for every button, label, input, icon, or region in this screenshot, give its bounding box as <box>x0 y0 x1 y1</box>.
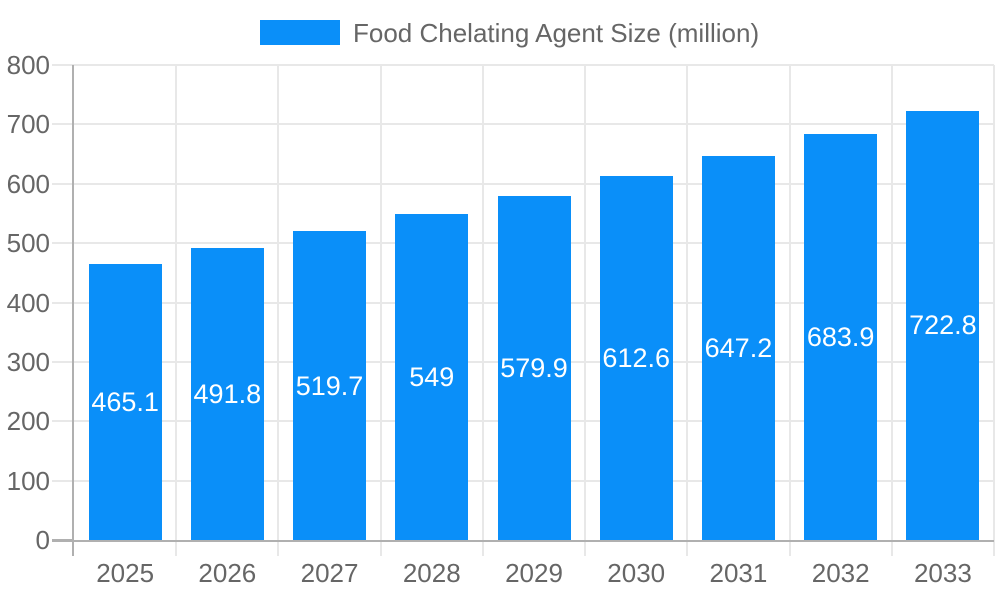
x-axis-line <box>52 540 994 542</box>
bar[interactable] <box>88 263 162 540</box>
x-axis-label: 2032 <box>811 558 870 588</box>
x-tick <box>993 540 995 556</box>
gridline-y <box>74 64 994 66</box>
y-tick <box>52 301 74 304</box>
x-axis-label: 2026 <box>198 558 257 588</box>
x-tick <box>686 540 689 556</box>
bar[interactable] <box>395 214 469 540</box>
gridline-x <box>379 65 382 540</box>
y-axis-label: 400 <box>6 287 50 318</box>
gridline-x <box>277 65 280 540</box>
y-axis-label: 800 <box>6 50 50 80</box>
y-axis-label: 200 <box>6 406 50 437</box>
bar[interactable] <box>701 155 775 540</box>
y-tick <box>52 420 74 423</box>
gridline-y <box>74 182 994 185</box>
x-tick <box>890 540 893 556</box>
y-tick <box>52 242 74 245</box>
y-axis-label: 600 <box>6 168 50 199</box>
y-axis-label: 500 <box>6 228 50 259</box>
y-tick <box>52 182 74 185</box>
x-tick <box>481 540 484 556</box>
bar-value-label: 722.8 <box>909 310 977 341</box>
gridline-y <box>74 123 994 126</box>
y-axis-label: 100 <box>6 465 50 496</box>
bar[interactable] <box>599 176 673 540</box>
y-axis-label: 0 <box>35 525 50 555</box>
bar-value-label: 683.9 <box>806 321 875 352</box>
x-tick <box>584 540 587 556</box>
gridline-x <box>686 65 689 540</box>
bar[interactable] <box>190 247 264 540</box>
x-axis-label: 2030 <box>607 558 666 588</box>
x-axis-label: 2033 <box>913 558 972 588</box>
x-tick <box>175 540 178 556</box>
bar-value-label: 519.7 <box>295 370 364 401</box>
y-tick <box>52 64 74 66</box>
gridline-x <box>993 65 995 540</box>
y-axis-line <box>72 65 74 556</box>
bar-value-label: 465.1 <box>91 386 159 417</box>
y-tick <box>52 123 74 126</box>
bar[interactable] <box>293 231 367 540</box>
y-tick <box>52 479 74 482</box>
bar[interactable] <box>804 133 878 540</box>
gridline-x <box>788 65 791 540</box>
bar-value-label: 549 <box>409 362 455 393</box>
y-axis-label: 700 <box>6 109 50 140</box>
gridline-x <box>175 65 178 540</box>
bar-value-label: 579.9 <box>500 352 568 383</box>
bar-value-label: 647.2 <box>704 332 773 363</box>
x-axis-label: 2028 <box>402 558 461 588</box>
x-tick <box>788 540 791 556</box>
x-tick <box>277 540 280 556</box>
y-axis-label: 300 <box>6 346 50 377</box>
bar[interactable] <box>906 110 980 540</box>
legend-label[interactable]: Food Chelating Agent Size (million) <box>353 18 760 48</box>
bar-value-label: 612.6 <box>602 343 670 374</box>
bar[interactable] <box>497 195 571 540</box>
x-axis-label: 2027 <box>300 558 359 588</box>
legend-swatch[interactable] <box>260 20 340 45</box>
x-axis-label: 2025 <box>96 558 155 588</box>
x-axis-label: 2029 <box>505 558 563 588</box>
gridline-x <box>890 65 893 540</box>
bar-value-label: 491.8 <box>193 378 262 409</box>
gridline-x <box>481 65 484 540</box>
y-tick <box>52 360 74 363</box>
x-axis-label: 2031 <box>709 558 768 588</box>
x-tick <box>379 540 382 556</box>
gridline-x <box>584 65 587 540</box>
